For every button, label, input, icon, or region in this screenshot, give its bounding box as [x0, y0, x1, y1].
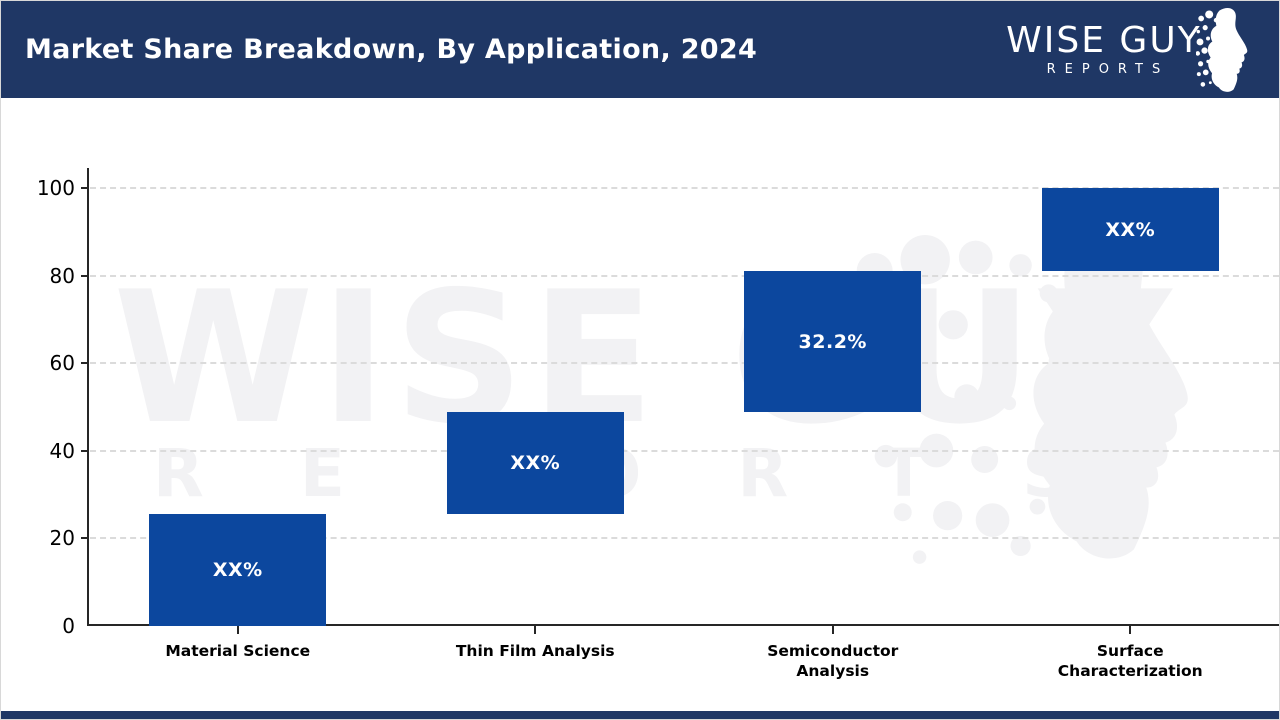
watermark-wordmark: WISE GUY [113, 252, 1178, 464]
y-axis-label-40: 40 [49, 438, 75, 463]
x-tick-3 [831, 626, 834, 634]
gridline-80 [90, 274, 1279, 277]
x-tick-1 [236, 626, 239, 634]
footer-bar [1, 711, 1279, 719]
x-axis-label-line: Characterization [1057, 662, 1203, 680]
y-tick-20 [81, 537, 89, 540]
bar-segment-3: 32.2% [744, 271, 922, 413]
x-axis-label-line: Thin Film Analysis [455, 642, 615, 660]
bar-segment-1: XX% [149, 513, 327, 626]
wise-guy-reports-logo: WISE GUY REPORTS [1006, 7, 1253, 93]
x-axis-label-3: Semiconductor Analysis [713, 641, 953, 681]
logo-subtitle: REPORTS [1046, 62, 1170, 77]
bar-value-label-4: XX% [1105, 218, 1156, 241]
y-tick-100 [81, 187, 89, 189]
y-axis-label-60: 60 [49, 351, 75, 376]
x-axis-label-line: Surface [1096, 642, 1164, 660]
y-axis-label-100: 100 [36, 176, 75, 200]
y-axis-line [87, 168, 89, 626]
x-tick-2 [534, 626, 537, 634]
y-tick-40 [81, 449, 89, 452]
face-profile-icon [1195, 7, 1247, 92]
bar-segment-4: XX% [1041, 188, 1219, 272]
header-banner: Market Share Breakdown, By Application, … [1, 1, 1279, 98]
bar-value-label-1: XX% [212, 558, 263, 581]
x-axis-label-4: Surface Characterization [1010, 641, 1250, 681]
y-axis-label-20: 20 [49, 526, 75, 551]
x-axis-label-2: Thin Film Analysis [415, 641, 655, 661]
bar-segment-2: XX% [446, 412, 624, 514]
gridline-40 [90, 449, 1279, 452]
x-axis-line [87, 624, 1279, 626]
logo-wordmark: WISE GUY [1006, 20, 1202, 61]
logo-text: WISE GUY REPORTS [1006, 20, 1202, 77]
y-tick-60 [81, 362, 89, 365]
gridline-20 [90, 537, 1279, 540]
x-tick-4 [1129, 626, 1132, 634]
gridline-100 [90, 187, 1279, 189]
y-axis-label-80: 80 [49, 263, 75, 288]
x-axis-label-1: Material Science [118, 641, 358, 661]
gridline-60 [90, 362, 1279, 365]
x-axis-label-line: Material Science [165, 642, 311, 660]
bar-value-label-3: 32.2% [798, 330, 867, 353]
page-title: Market Share Breakdown, By Application, … [25, 34, 758, 65]
y-axis-label-0: 0 [62, 614, 75, 638]
y-tick-80 [81, 274, 89, 277]
x-axis-label-line: Semiconductor [767, 642, 899, 660]
x-axis-label-line: Analysis [796, 662, 870, 680]
bar-value-label-2: XX% [510, 452, 561, 475]
